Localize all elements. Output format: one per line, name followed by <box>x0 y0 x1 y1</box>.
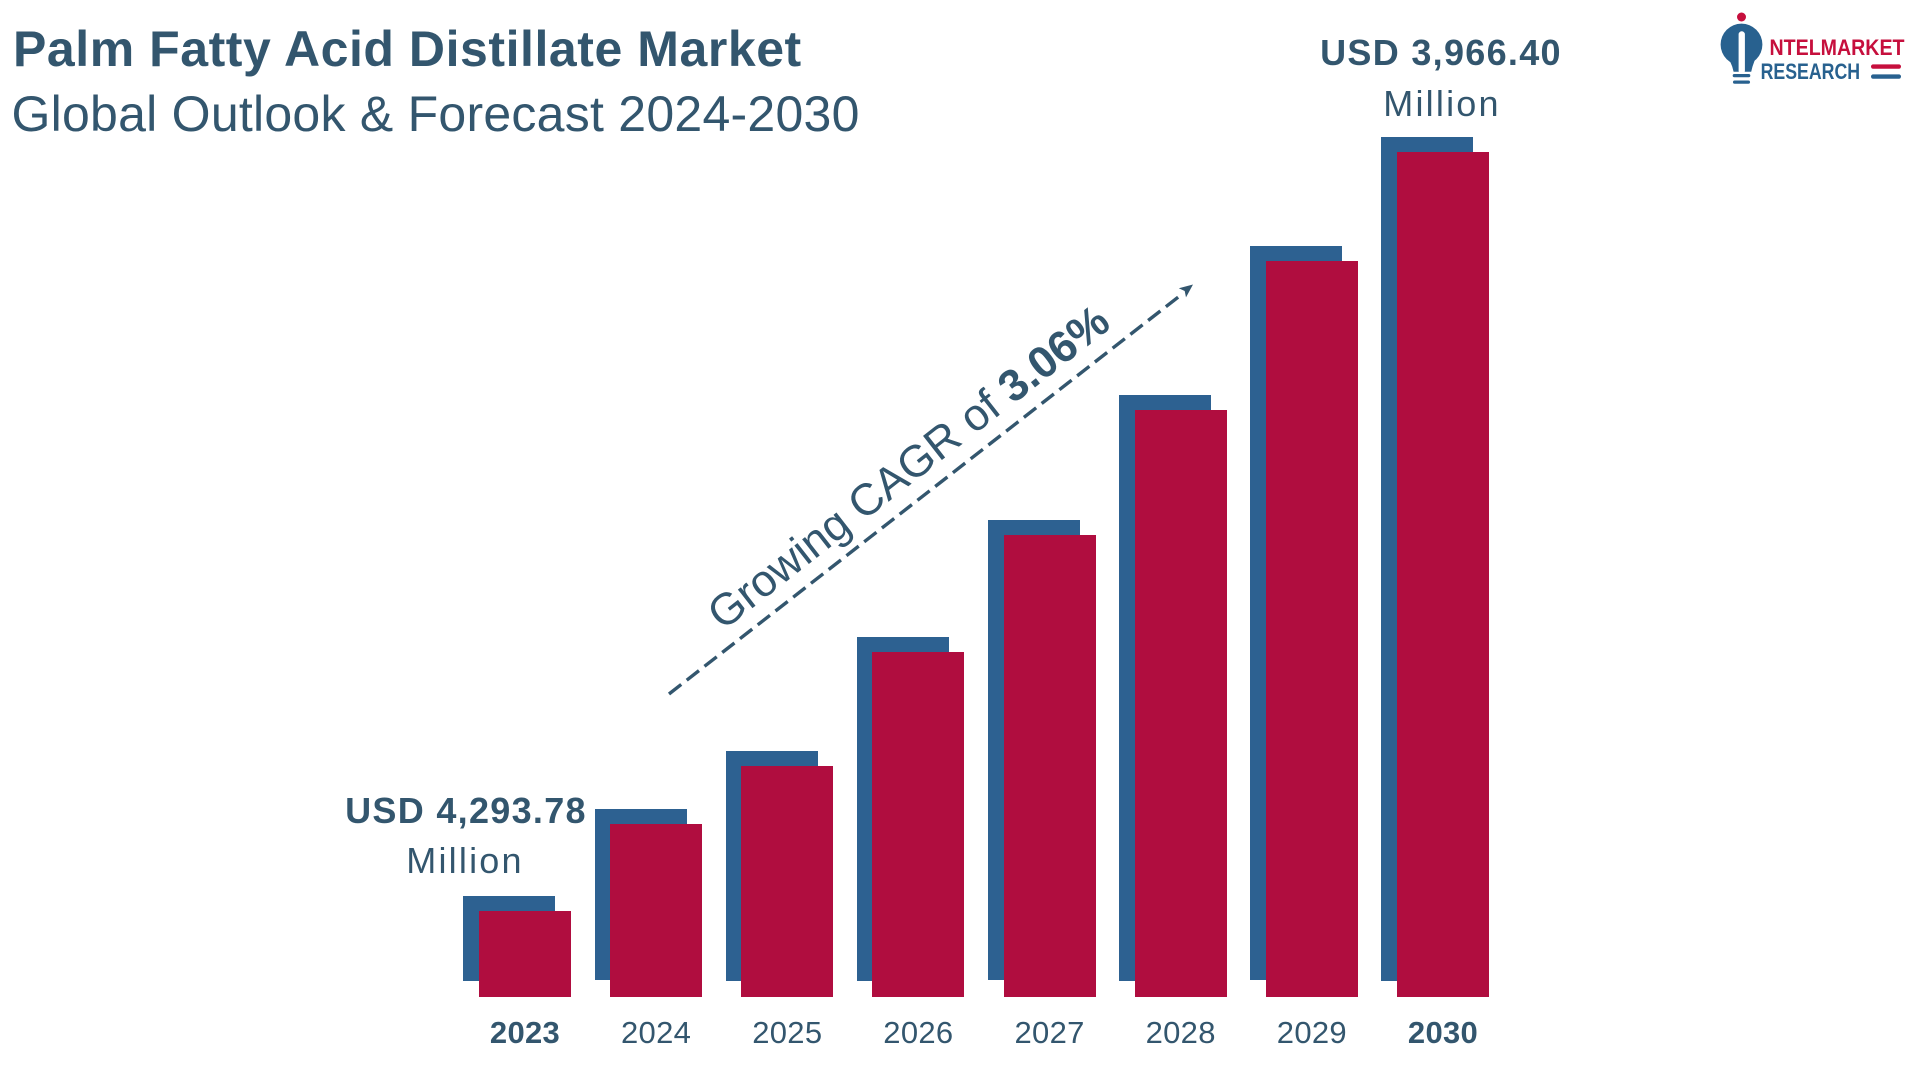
svg-text:RESEARCH: RESEARCH <box>1761 59 1861 84</box>
svg-text:NTELMARKET: NTELMARKET <box>1770 35 1905 60</box>
